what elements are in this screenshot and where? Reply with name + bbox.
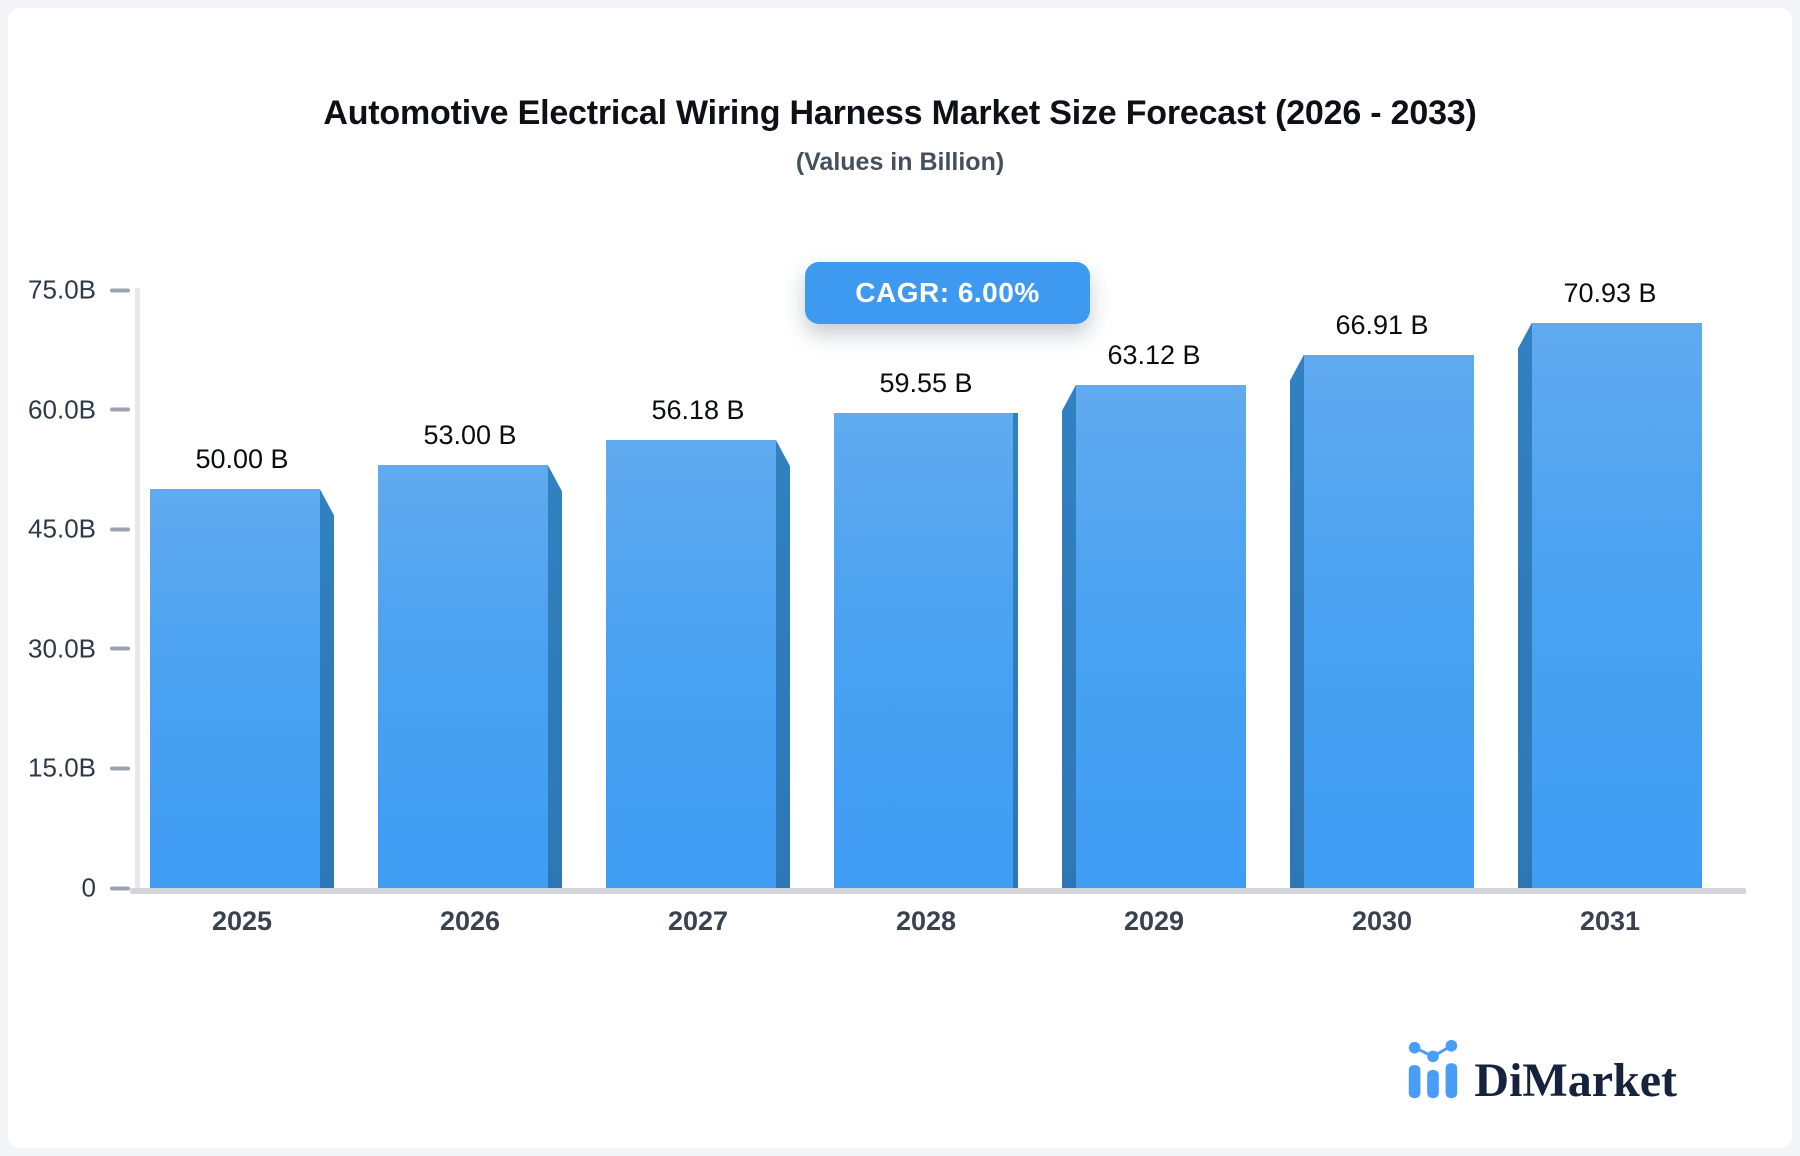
bar-value-label: 63.12 B xyxy=(1107,339,1201,370)
x-axis-label: 2030 xyxy=(1351,906,1413,936)
bar-front-face xyxy=(834,413,1013,888)
bar-group-2030: 66.91 B 2030 xyxy=(1290,290,1474,936)
bar-front-face xyxy=(1532,322,1702,888)
y-axis-label: 45.0B xyxy=(28,513,96,544)
x-axis-label: 2029 xyxy=(1123,906,1185,936)
bar-front-face xyxy=(1076,384,1246,888)
y-axis-tick xyxy=(110,407,130,412)
bar xyxy=(1290,354,1474,888)
bar xyxy=(1518,322,1702,888)
bar-value-label: 66.91 B xyxy=(1335,309,1429,340)
y-axis-tick xyxy=(110,646,130,651)
logo-wordmark: DiMarket xyxy=(1474,1054,1677,1107)
x-axis-label: 2026 xyxy=(439,906,501,936)
y-axis-tick xyxy=(110,886,130,890)
y-axis-row: 15.0B xyxy=(28,753,130,784)
bar-value-label: 53.00 B xyxy=(423,420,517,451)
bar-side-face xyxy=(1013,413,1018,888)
x-axis-label: 2028 xyxy=(895,906,957,936)
bar-group-2031: 70.93 B 2031 xyxy=(1518,278,1702,936)
x-axis-label: 2031 xyxy=(1579,906,1641,936)
bar-side-face xyxy=(320,489,334,888)
y-axis-line xyxy=(135,288,140,888)
y-axis-label: 75.0B xyxy=(28,274,96,305)
y-axis-tick xyxy=(110,288,130,292)
y-axis-label: 30.0B xyxy=(28,633,96,664)
bar-group-2028: 59.55 B 2028 xyxy=(834,290,1018,936)
y-axis-label: 15.0B xyxy=(28,752,96,783)
x-axis-line xyxy=(130,888,1746,894)
bar xyxy=(150,489,334,888)
bar-group-2029: 63.12 B 2029 xyxy=(1062,290,1246,936)
bar-side-face xyxy=(1290,354,1304,888)
bar-side-face xyxy=(1062,384,1076,888)
bar-value-label: 70.93 B xyxy=(1563,277,1657,308)
chart-title: Automotive Electrical Wiring Harness Mar… xyxy=(323,94,1477,132)
bar-value-label: 59.55 B xyxy=(879,368,973,399)
y-axis-tick xyxy=(110,766,130,771)
dimarket-logo: DiMarket xyxy=(1402,1038,1677,1105)
bar-front-face xyxy=(1304,354,1474,888)
y-axis-row: 60.0B xyxy=(28,394,130,425)
bar-side-face xyxy=(548,465,562,888)
bar-front-face xyxy=(606,440,776,888)
bar-group-2027: 56.18 B 2027 xyxy=(606,290,790,936)
bar xyxy=(606,440,790,888)
bar-plot: 50.00 B 2025 53.00 B 2026 56.18 B 2027 59.55 B… xyxy=(150,278,1702,936)
chart-subtitle: (Values in Billion) xyxy=(795,148,1005,176)
bar xyxy=(378,465,562,888)
chart-card: Automotive Electrical Wiring Harness Mar… xyxy=(8,8,1792,1148)
y-axis: 75.0B 60.0B 45.0B 30.0B 15.0B 0 xyxy=(8,275,130,903)
chart-area: 75.0B 60.0B 45.0B 30.0B 15.0B 0 50.00 B 2025 53… xyxy=(8,8,1800,1148)
y-axis-row: 45.0B xyxy=(28,514,130,545)
y-axis-label: 0 xyxy=(81,872,96,903)
cagr-badge: CAGR: 6.00% xyxy=(805,262,1090,324)
bar xyxy=(1062,384,1246,888)
bar-value-label: 56.18 B xyxy=(651,395,745,426)
mini-bar-chart-icon xyxy=(1402,1038,1464,1105)
bar-value-label: 50.00 B xyxy=(195,444,289,475)
bar-group-2026: 53.00 B 2026 xyxy=(378,290,562,936)
y-axis-label: 60.0B xyxy=(28,394,96,425)
x-axis-label: 2027 xyxy=(667,906,729,936)
bar-front-face xyxy=(150,489,320,888)
y-axis-row: 0 xyxy=(82,873,130,904)
y-axis-row: 75.0B xyxy=(28,275,130,306)
bar xyxy=(834,413,1018,888)
bar-side-face xyxy=(1518,322,1532,888)
y-axis-tick xyxy=(110,527,130,532)
bar-group-2025: 50.00 B 2025 xyxy=(150,290,334,936)
bar-front-face xyxy=(378,465,548,888)
y-axis-row: 30.0B xyxy=(28,633,130,664)
bar-side-face xyxy=(776,440,790,888)
x-axis-label: 2025 xyxy=(211,906,273,936)
